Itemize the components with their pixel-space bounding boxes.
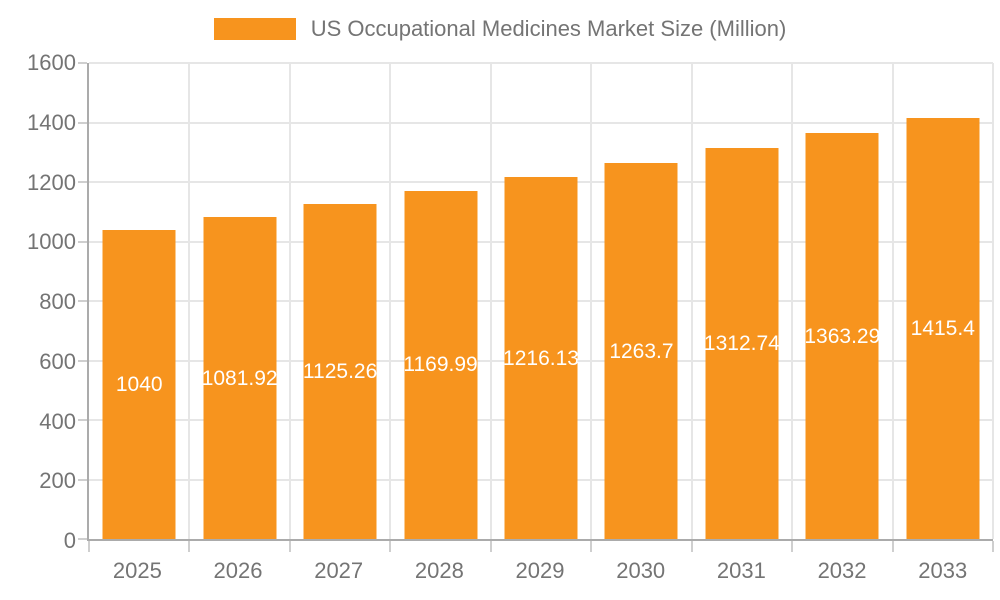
x-tick-label-2032: 2032 — [817, 558, 867, 583]
x-tick-label-2027: 2027 — [314, 558, 364, 583]
bar-2032: 1363.29 — [805, 133, 879, 539]
bar-column: 1081.92 — [189, 63, 289, 539]
y-tick-mark — [78, 181, 87, 183]
x-tick-mark — [891, 541, 894, 552]
gridline-vertical — [791, 63, 794, 539]
bar-value-label: 1040 — [115, 372, 163, 396]
bar-2029: 1216.13 — [504, 177, 578, 539]
y-tick-label: 400 — [39, 408, 76, 434]
y-tick-label: 1000 — [27, 229, 76, 255]
bar-value-label: 1081.92 — [203, 366, 277, 390]
bar-value-label: 1125.26 — [303, 360, 377, 384]
gridline-vertical — [891, 63, 894, 539]
y-tick-mark — [78, 538, 87, 540]
y-tick-label: 1600 — [27, 50, 76, 75]
bar-2028: 1169.99 — [404, 190, 478, 539]
x-tick-label-2031: 2031 — [716, 558, 766, 583]
gridline-vertical — [690, 63, 693, 539]
gridline-vertical — [489, 63, 492, 539]
y-tick-label: 1400 — [27, 109, 76, 135]
gridline-horizontal — [89, 121, 993, 124]
x-tick-mark — [288, 541, 291, 552]
x-tick-mark — [489, 541, 492, 552]
y-tick-label: 1200 — [27, 169, 76, 195]
y-axis: 0 200 400 600 800 1000 1200 1400 1600 — [0, 52, 76, 552]
y-tick-label: 600 — [39, 348, 76, 374]
x-tick-mark — [690, 541, 693, 552]
bar-2027: 1125.26 — [303, 204, 377, 539]
bar-value-label: 1363.29 — [805, 324, 879, 348]
bar-column: 1125.26 — [290, 63, 390, 539]
legend-label: US Occupational Medicines Market Size (M… — [310, 16, 787, 41]
x-tick-mark — [791, 541, 794, 552]
y-tick-label: 800 — [39, 289, 76, 314]
gridline-vertical — [188, 63, 191, 539]
bar-column: 1040 — [89, 63, 189, 539]
legend-swatch-icon — [213, 18, 296, 40]
y-tick-mark — [78, 300, 87, 302]
bar-value-label: 1169.99 — [404, 353, 478, 377]
bar-column: 1312.74 — [692, 63, 792, 539]
x-tick-label-2029: 2029 — [515, 558, 565, 583]
x-tick-mark — [88, 541, 90, 552]
gridline-vertical — [992, 63, 994, 539]
bar-value-label: 1216.13 — [504, 346, 578, 370]
bar-2025: 1040 — [102, 229, 176, 539]
x-tick-label-2033: 2033 — [918, 558, 968, 583]
y-tick-label: 0 — [63, 528, 76, 553]
gridline-horizontal — [89, 62, 993, 64]
bar-2026: 1081.92 — [203, 217, 277, 539]
x-tick-mark — [188, 541, 191, 552]
y-tick-mark — [78, 359, 87, 362]
bar-value-label: 1263.7 — [609, 339, 674, 363]
bar-value-label: 1312.74 — [705, 332, 779, 356]
bar-2033: 1415.4 — [906, 117, 980, 539]
legend: US Occupational Medicines Market Size (M… — [0, 14, 1000, 44]
x-tick-mark — [992, 541, 994, 552]
y-tick-mark — [78, 240, 87, 243]
legend-item-market-size[interactable]: US Occupational Medicines Market Size (M… — [213, 16, 787, 41]
bar-column: 1363.29 — [792, 63, 892, 539]
bar-column: 1263.7 — [591, 63, 691, 539]
bar-column: 1216.13 — [491, 63, 591, 539]
bar-2031: 1312.74 — [705, 148, 779, 539]
bar-column: 1415.4 — [893, 63, 993, 539]
x-tick-label-2030: 2030 — [616, 558, 666, 583]
x-axis: 2025 2026 2027 2028 2029 2030 2031 2032 2033 — [87, 556, 993, 586]
x-tick-label-2026: 2026 — [213, 558, 263, 583]
y-tick-mark — [78, 478, 87, 481]
x-tick-label-2025: 2025 — [112, 558, 162, 583]
x-tick-mark — [590, 541, 593, 552]
bar-column: 1169.99 — [390, 63, 490, 539]
bar-2030: 1263.7 — [604, 163, 678, 539]
y-tick-mark — [78, 121, 87, 124]
gridline-vertical — [389, 63, 392, 539]
x-tick-mark — [389, 541, 392, 552]
x-tick-label-2028: 2028 — [414, 558, 464, 583]
gridline-vertical — [288, 63, 291, 539]
y-tick-label: 200 — [39, 468, 76, 494]
y-tick-mark — [78, 62, 87, 64]
gridline-vertical — [590, 63, 593, 539]
y-tick-mark — [78, 419, 87, 421]
plot-area: 1040 1081.92 1125.26 1169.99 1216.13 1263.7 13… — [78, 62, 994, 552]
bar-value-label: 1415.4 — [910, 316, 975, 340]
